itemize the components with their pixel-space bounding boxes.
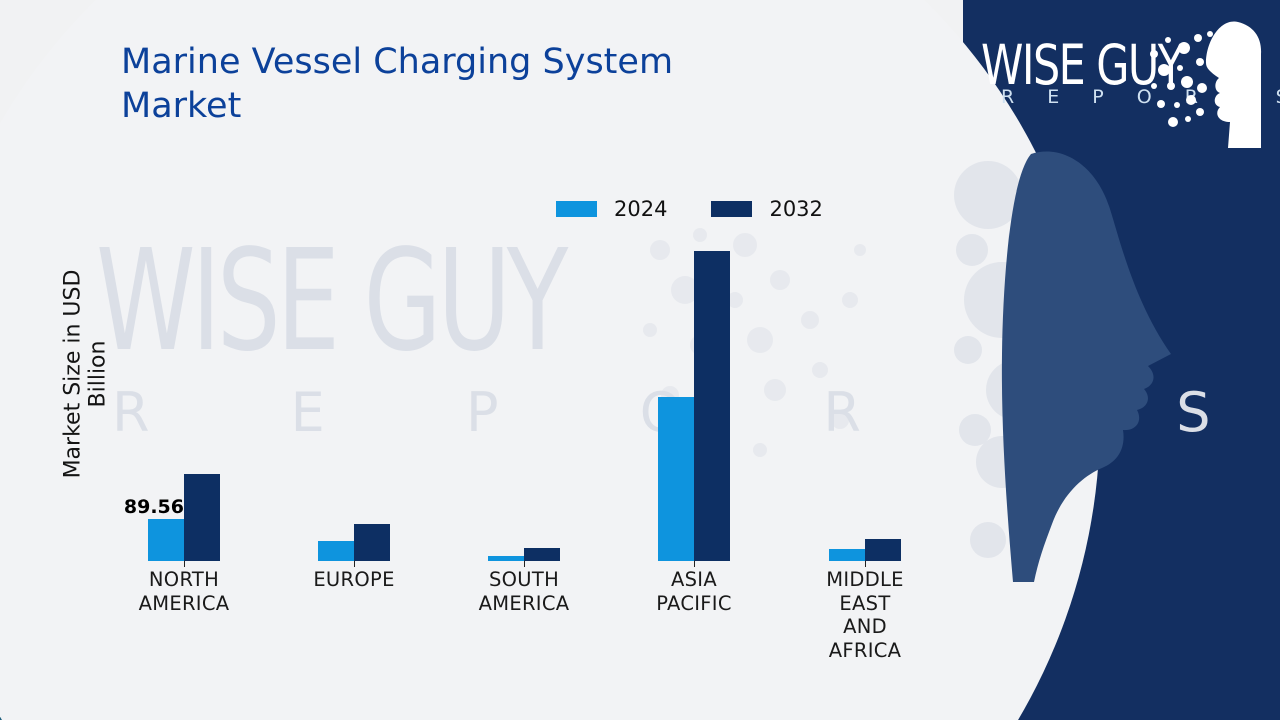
bar-2024-south-america (488, 556, 524, 561)
bar-2024-north-america (148, 519, 184, 561)
face-profile-silhouette-icon (1001, 151, 1171, 582)
watermark-dot (693, 228, 707, 242)
logo-reports-text: R E P O R T S (1001, 86, 1280, 108)
category-label-europe: EUROPE (313, 568, 395, 591)
watermark-wiseguy-text: WISE GUY (96, 220, 568, 383)
bar-2032-north-america (184, 474, 220, 561)
background-blob (954, 336, 982, 364)
x-axis-tick (524, 561, 525, 567)
watermark-dot (770, 270, 790, 290)
category-label-south-america: SOUTH AMERICA (478, 568, 570, 615)
x-axis-tick (184, 561, 185, 567)
logo-wiseguy-text: WISE GUY (981, 33, 1184, 97)
background-blob (970, 522, 1006, 558)
watermark-dot (801, 311, 819, 329)
legend-label-2032: 2032 (769, 197, 823, 221)
background-blob (954, 161, 1022, 229)
bar-2024-asia-pacific (658, 397, 694, 561)
watermark-dot (650, 240, 670, 260)
watermark-dot (733, 233, 757, 257)
bar-2032-middle-east-and-africa (865, 539, 901, 561)
watermark-dot (812, 362, 828, 378)
background-blob (956, 234, 988, 266)
category-label-north-america: NORTH AMERICA (138, 568, 230, 615)
bar-2032-asia-pacific (694, 251, 730, 561)
legend-item-2032: 2032 (711, 197, 823, 221)
watermark-dot (727, 292, 743, 308)
data-label-north-america-2024: 89.56 (123, 496, 184, 518)
watermark-dot (831, 411, 849, 429)
watermark-dot (842, 292, 858, 308)
legend-item-2024: 2024 (556, 197, 667, 221)
wiseguy-dotted-head-icon (1150, 21, 1262, 148)
watermark-dot (753, 443, 767, 457)
watermark-dot (747, 327, 773, 353)
bar-2032-europe (354, 524, 390, 561)
bar-2032-south-america (524, 548, 560, 561)
chart-legend: 2024 2032 (556, 197, 823, 221)
watermark-dot (854, 244, 866, 256)
category-label-middle-east-and-africa: MIDDLE EAST AND AFRICA (826, 568, 904, 662)
x-axis-tick (865, 561, 866, 567)
category-label-asia-pacific: ASIA PACIFIC (656, 568, 732, 615)
background-circle (0, 0, 1100, 720)
title-line-2: Market (121, 86, 242, 126)
page-title: Marine Vessel Charging System Market (121, 40, 673, 128)
legend-swatch-2032 (711, 201, 753, 217)
legend-swatch-2024 (556, 201, 597, 217)
watermark-dot (764, 379, 786, 401)
x-axis-tick (354, 561, 355, 567)
legend-label-2024: 2024 (614, 197, 668, 221)
background-blob (959, 414, 991, 446)
bar-2024-middle-east-and-africa (829, 549, 865, 561)
bar-2024-europe (318, 541, 354, 561)
x-axis-tick (694, 561, 695, 567)
title-line-1: Marine Vessel Charging System (121, 42, 674, 82)
watermark-dot (643, 323, 657, 337)
